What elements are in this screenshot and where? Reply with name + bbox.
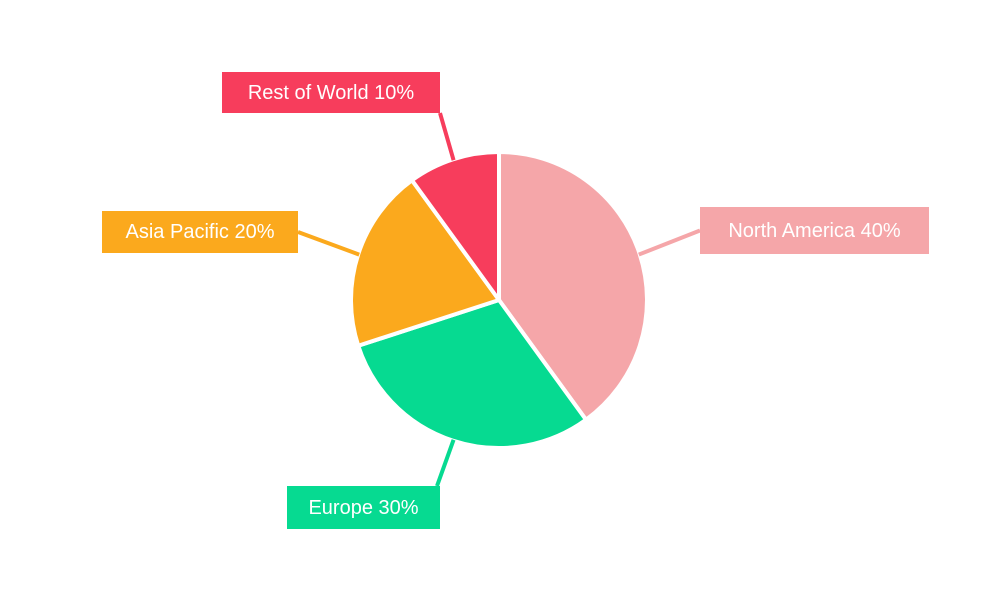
leader-line-north-america bbox=[638, 228, 701, 257]
leader-line-asia-pacific bbox=[297, 230, 360, 257]
pie-label-asia-pacific: Asia Pacific 20% bbox=[102, 211, 298, 253]
leader-line-rest-of-world bbox=[438, 112, 456, 161]
pie-label-europe: Europe 30% bbox=[287, 486, 440, 529]
pie-label-north-america: North America 40% bbox=[700, 207, 929, 254]
pie-label-rest-of-world: Rest of World 10% bbox=[222, 72, 440, 113]
leader-line-europe bbox=[435, 439, 456, 487]
